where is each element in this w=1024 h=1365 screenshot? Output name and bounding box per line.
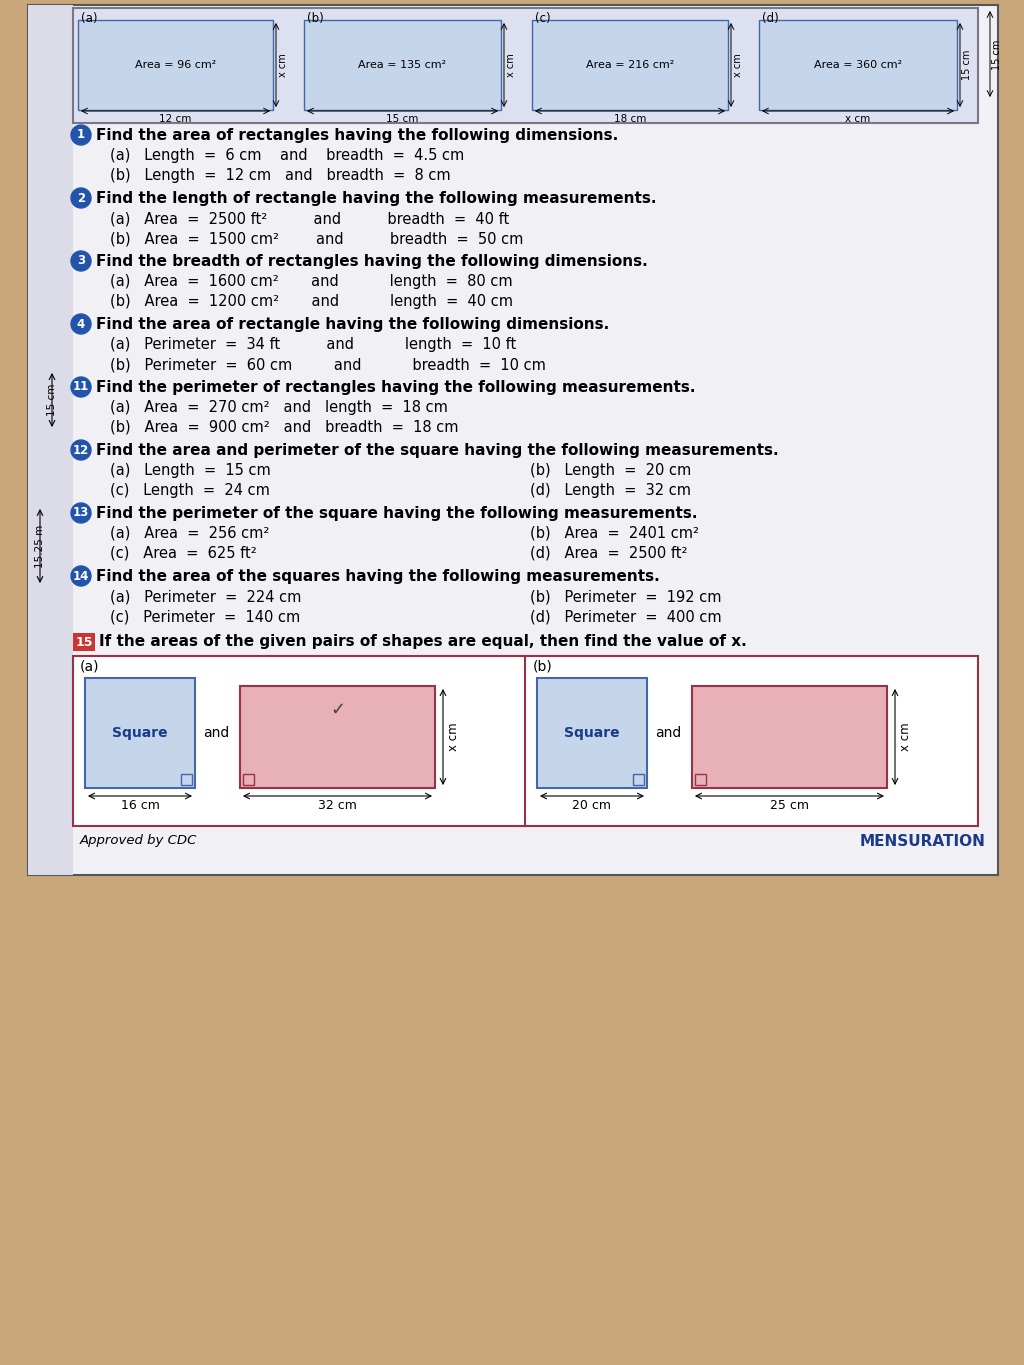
Text: 12 cm: 12 cm — [160, 115, 191, 124]
Bar — [240, 687, 435, 788]
Text: 3: 3 — [77, 254, 85, 268]
Text: (a)   Area  =  270 cm²   and   length  =  18 cm: (a) Area = 270 cm² and length = 18 cm — [110, 400, 447, 415]
Text: 15.25 m: 15.25 m — [35, 524, 45, 568]
Text: (b)   Perimeter  =  60 cm         and           breadth  =  10 cm: (b) Perimeter = 60 cm and breadth = 10 c… — [110, 358, 546, 373]
Text: (b)   Length  =  12 cm   and   breadth  =  8 cm: (b) Length = 12 cm and breadth = 8 cm — [110, 168, 451, 183]
Text: x cm: x cm — [506, 53, 516, 76]
Text: (b)   Perimeter  =  192 cm: (b) Perimeter = 192 cm — [530, 590, 722, 603]
Text: (b)   Area  =  900 cm²   and   breadth  =  18 cm: (b) Area = 900 cm² and breadth = 18 cm — [110, 420, 459, 435]
Text: Find the perimeter of rectangles having the following measurements.: Find the perimeter of rectangles having … — [96, 379, 695, 394]
Text: Area = 360 cm²: Area = 360 cm² — [814, 60, 902, 70]
Bar — [28, 5, 73, 875]
Text: (d)   Length  =  32 cm: (d) Length = 32 cm — [530, 483, 691, 498]
Text: 15: 15 — [75, 636, 93, 648]
Text: 15 cm: 15 cm — [992, 40, 1002, 70]
Text: 15 cm: 15 cm — [47, 384, 57, 416]
Text: 18 cm: 18 cm — [613, 115, 646, 124]
Text: 25 cm: 25 cm — [770, 799, 809, 812]
Circle shape — [71, 502, 91, 523]
Bar — [243, 774, 254, 785]
Text: Approved by CDC: Approved by CDC — [80, 834, 198, 848]
Text: Find the length of rectangle having the following measurements.: Find the length of rectangle having the … — [96, 191, 656, 206]
Text: Find the perimeter of the square having the following measurements.: Find the perimeter of the square having … — [96, 506, 697, 521]
Text: Find the area of rectangles having the following dimensions.: Find the area of rectangles having the f… — [96, 128, 618, 143]
Bar — [633, 774, 644, 785]
Text: (c)   Perimeter  =  140 cm: (c) Perimeter = 140 cm — [110, 609, 300, 624]
Text: and: and — [203, 726, 229, 740]
Text: 1: 1 — [77, 128, 85, 142]
Text: (b)   Area  =  2401 cm²: (b) Area = 2401 cm² — [530, 526, 699, 541]
Text: ✓: ✓ — [330, 702, 345, 719]
Text: If the areas of the given pairs of shapes are equal, then find the value of x.: If the areas of the given pairs of shape… — [99, 633, 746, 648]
Text: (a)   Area  =  2500 ft²          and          breadth  =  40 ft: (a) Area = 2500 ft² and breadth = 40 ft — [110, 212, 509, 227]
Text: (a)   Length  =  15 cm: (a) Length = 15 cm — [110, 463, 270, 478]
Text: x cm: x cm — [733, 53, 743, 76]
Text: (d)   Perimeter  =  400 cm: (d) Perimeter = 400 cm — [530, 609, 722, 624]
Text: x cm: x cm — [899, 722, 912, 751]
Bar — [73, 657, 978, 826]
Text: 15 cm: 15 cm — [962, 49, 972, 81]
Text: 11: 11 — [73, 381, 89, 393]
Circle shape — [71, 188, 91, 207]
Text: (a)   Area  =  256 cm²: (a) Area = 256 cm² — [110, 526, 269, 541]
Circle shape — [71, 126, 91, 145]
Text: (c)   Length  =  24 cm: (c) Length = 24 cm — [110, 483, 270, 498]
Text: 4: 4 — [77, 318, 85, 330]
Text: 20 cm: 20 cm — [572, 799, 611, 812]
Bar — [759, 20, 957, 111]
Text: (b)   Area  =  1200 cm²       and           length  =  40 cm: (b) Area = 1200 cm² and length = 40 cm — [110, 293, 513, 308]
Text: 13: 13 — [73, 506, 89, 520]
Text: Area = 216 cm²: Area = 216 cm² — [586, 60, 674, 70]
Circle shape — [71, 251, 91, 272]
Text: (a)   Perimeter  =  34 ft          and           length  =  10 ft: (a) Perimeter = 34 ft and length = 10 ft — [110, 337, 516, 352]
Text: (d)   Area  =  2500 ft²: (d) Area = 2500 ft² — [530, 546, 687, 561]
Circle shape — [71, 314, 91, 334]
Text: and: and — [655, 726, 681, 740]
Circle shape — [71, 377, 91, 397]
Bar — [85, 678, 195, 788]
Text: (b)   Area  =  1500 cm²        and          breadth  =  50 cm: (b) Area = 1500 cm² and breadth = 50 cm — [110, 231, 523, 246]
Text: 2: 2 — [77, 191, 85, 205]
Text: 32 cm: 32 cm — [318, 799, 357, 812]
Text: Find the area of rectangle having the following dimensions.: Find the area of rectangle having the fo… — [96, 317, 609, 332]
Text: Find the breadth of rectangles having the following dimensions.: Find the breadth of rectangles having th… — [96, 254, 648, 269]
Text: (a)   Area  =  1600 cm²       and           length  =  80 cm: (a) Area = 1600 cm² and length = 80 cm — [110, 274, 513, 289]
Circle shape — [71, 440, 91, 460]
Text: 12: 12 — [73, 444, 89, 456]
Text: (b): (b) — [534, 659, 553, 673]
Bar — [304, 20, 501, 111]
Text: (d): (d) — [762, 12, 778, 25]
Text: (a)   Length  =  6 cm    and    breadth  =  4.5 cm: (a) Length = 6 cm and breadth = 4.5 cm — [110, 147, 464, 162]
Bar — [537, 678, 647, 788]
Text: Find the area of the squares having the following measurements.: Find the area of the squares having the … — [96, 569, 659, 584]
Text: 16 cm: 16 cm — [121, 799, 160, 812]
Text: (c)   Area  =  625 ft²: (c) Area = 625 ft² — [110, 546, 257, 561]
Text: (a): (a) — [80, 659, 99, 673]
Text: Find the area and perimeter of the square having the following measurements.: Find the area and perimeter of the squar… — [96, 444, 778, 459]
Text: Square: Square — [564, 726, 620, 740]
Text: x cm: x cm — [447, 722, 460, 751]
Text: (b)   Length  =  20 cm: (b) Length = 20 cm — [530, 463, 691, 478]
Text: 14: 14 — [73, 569, 89, 583]
Text: Area = 96 cm²: Area = 96 cm² — [135, 60, 216, 70]
Bar — [73, 633, 95, 651]
Bar — [532, 20, 728, 111]
Text: Square: Square — [113, 726, 168, 740]
Text: MENSURATION: MENSURATION — [860, 834, 986, 849]
Text: 15 cm: 15 cm — [386, 115, 419, 124]
Text: (a): (a) — [81, 12, 97, 25]
Bar — [73, 8, 978, 123]
Bar — [692, 687, 887, 788]
Bar — [695, 774, 706, 785]
Bar — [78, 20, 273, 111]
Bar — [28, 5, 998, 875]
Text: Area = 135 cm²: Area = 135 cm² — [358, 60, 446, 70]
Circle shape — [71, 566, 91, 586]
Text: x cm: x cm — [278, 53, 288, 76]
Text: x cm: x cm — [846, 115, 870, 124]
Text: (c): (c) — [535, 12, 551, 25]
Text: (a)   Perimeter  =  224 cm: (a) Perimeter = 224 cm — [110, 590, 301, 603]
Bar — [181, 774, 193, 785]
Text: (b): (b) — [307, 12, 324, 25]
